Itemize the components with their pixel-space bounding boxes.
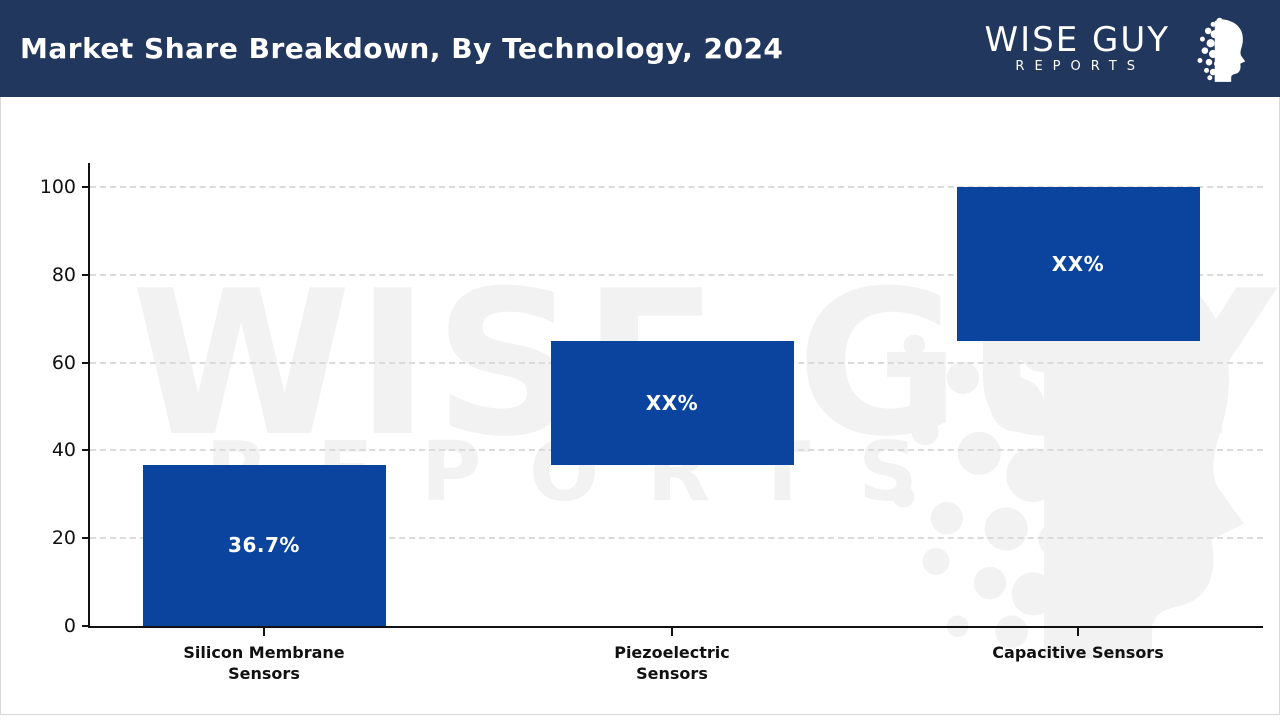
- y-axis-tick: [82, 186, 90, 188]
- bar-value-label: 36.7%: [228, 533, 300, 558]
- y-axis-tick: [82, 537, 90, 540]
- y-axis-tick-label: 40: [51, 439, 76, 462]
- wise-guy-logo: WISE GUY REPORTS: [984, 9, 1246, 89]
- bar-capacitive-sensors: XX%: [956, 187, 1200, 341]
- x-category-label: Piezoelectric Sensors: [614, 643, 730, 683]
- y-axis-tick-label: 100: [39, 176, 76, 198]
- x-axis-tick: [671, 628, 673, 636]
- x-category-label: Silicon Membrane Sensors: [183, 643, 345, 683]
- bar-value-label: XX%: [645, 390, 699, 415]
- y-axis-tick-label: 0: [63, 615, 76, 637]
- y-axis-tick: [82, 361, 90, 364]
- y-axis-tick: [82, 449, 90, 452]
- y-axis-tick-label: 20: [51, 527, 76, 550]
- y-gridline: [90, 537, 1263, 540]
- y-axis-tick: [82, 625, 90, 627]
- header-bar: Market Share Breakdown, By Technology, 2…: [0, 0, 1280, 97]
- x-category-label: Capacitive Sensors: [992, 643, 1164, 662]
- y-gridline: [90, 273, 1263, 276]
- y-axis-tick: [82, 273, 90, 276]
- bar-silicon-membrane-sensors: 36.7%: [142, 464, 386, 626]
- logo-brand-name: WISE GUY: [984, 20, 1170, 60]
- x-axis-tick: [263, 628, 265, 636]
- x-axis-line: [88, 626, 1263, 628]
- x-axis-tick: [1077, 628, 1079, 636]
- y-gridline: [90, 186, 1263, 188]
- page-title: Market Share Breakdown, By Technology, 2…: [20, 32, 784, 65]
- logo-text: WISE GUY REPORTS: [984, 23, 1170, 74]
- y-axis-tick-label: 80: [51, 263, 76, 286]
- y-axis-line: [88, 163, 90, 628]
- logo-face-icon: [1197, 17, 1246, 82]
- chart-canvas: WISE GUY REPORTS 0 20 40 60 80 100 36.7% Silico…: [0, 97, 1280, 715]
- bar-value-label: XX%: [1051, 251, 1105, 276]
- bar-piezoelectric-sensors: XX%: [550, 340, 794, 465]
- plot-area: 0 20 40 60 80 100 36.7% Silicon Membrane Sensor…: [1, 97, 1280, 714]
- logo-brand-subtitle: REPORTS: [1015, 59, 1146, 74]
- y-axis-tick-label: 60: [51, 351, 76, 374]
